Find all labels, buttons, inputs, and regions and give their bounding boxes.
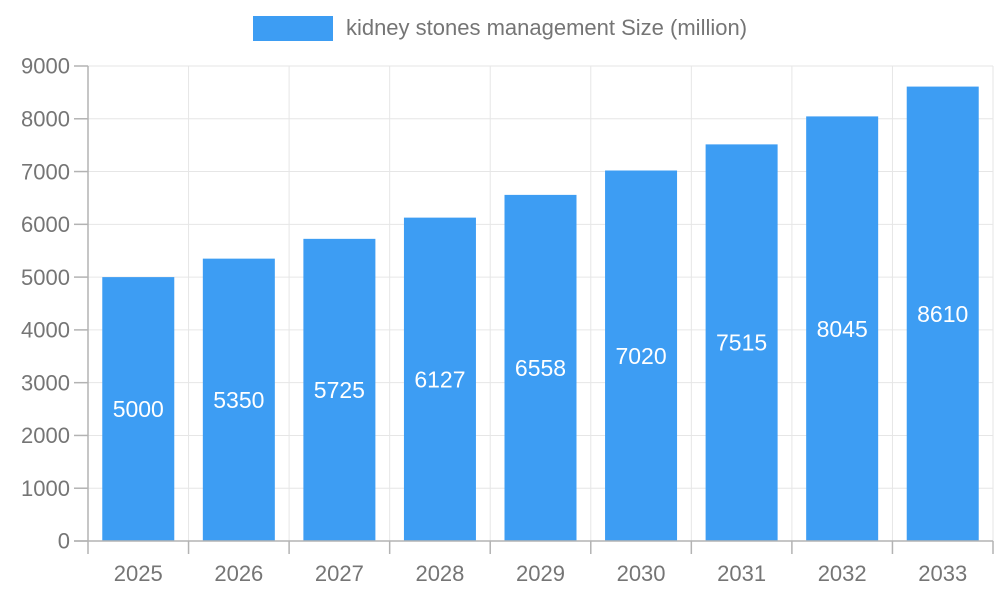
bar-value-label: 8045 <box>817 316 868 342</box>
bar-2032[interactable] <box>806 116 879 542</box>
y-tick-label: 7000 <box>21 159 70 184</box>
y-tick-label: 9000 <box>21 54 70 79</box>
bar-value-label: 7515 <box>716 330 767 356</box>
legend[interactable]: kidney stones management Size (million) <box>0 15 1000 41</box>
y-tick-label: 8000 <box>21 106 70 131</box>
x-tick-label: 2031 <box>717 561 766 586</box>
bar-2029[interactable] <box>504 194 577 541</box>
bar-value-label: 6127 <box>414 366 465 392</box>
x-tick-label: 2026 <box>214 561 263 586</box>
bar-2033[interactable] <box>906 86 979 541</box>
y-tick-label: 6000 <box>21 212 70 237</box>
legend-label: kidney stones management Size (million) <box>345 15 748 40</box>
y-tick-label: 1000 <box>21 476 70 501</box>
bar-value-label: 5725 <box>314 377 365 403</box>
y-tick-label: 2000 <box>21 423 70 448</box>
x-tick-label: 2033 <box>918 561 967 586</box>
x-tick-label: 2030 <box>617 561 666 586</box>
x-tick-label: 2028 <box>415 561 464 586</box>
x-tick-label: 2025 <box>114 561 163 586</box>
bar-2025[interactable] <box>102 277 175 541</box>
bar-2026[interactable] <box>202 258 275 541</box>
legend-swatch <box>252 15 333 41</box>
bar-value-label: 6558 <box>515 355 566 381</box>
bar-value-label: 7020 <box>615 343 666 369</box>
bar-2031[interactable] <box>705 144 778 541</box>
y-tick-label: 4000 <box>21 318 70 343</box>
bar-2030[interactable] <box>605 170 678 542</box>
bar-2027[interactable] <box>303 238 376 541</box>
bar-2028[interactable] <box>403 217 476 541</box>
y-tick-label: 5000 <box>21 265 70 290</box>
x-tick-label: 2032 <box>818 561 867 586</box>
x-tick-label: 2029 <box>516 561 565 586</box>
bar-value-label: 8610 <box>917 301 968 327</box>
x-tick-label: 2027 <box>315 561 364 586</box>
y-tick-label: 3000 <box>21 370 70 395</box>
bar-value-label: 5000 <box>113 396 164 422</box>
y-tick-label: 0 <box>58 529 70 554</box>
bar-value-label: 5350 <box>213 387 264 413</box>
